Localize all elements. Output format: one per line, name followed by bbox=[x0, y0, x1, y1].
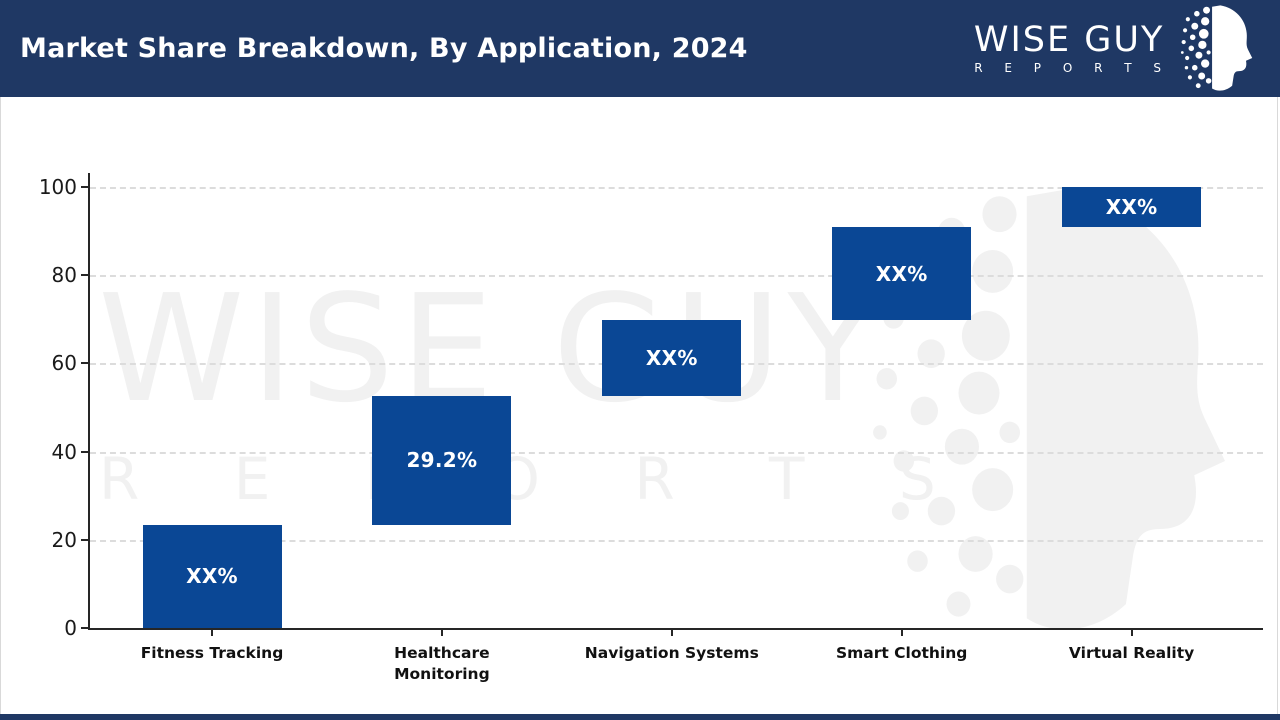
bar-segment: XX% bbox=[142, 524, 282, 628]
x-tick bbox=[440, 630, 443, 636]
x-axis-label: Navigation Systems bbox=[584, 644, 759, 662]
x-tick bbox=[1130, 630, 1133, 636]
bar-segment: XX% bbox=[1062, 187, 1202, 228]
bar-segment: 29.2% bbox=[372, 396, 512, 525]
watermark-line2: R E P O R T S bbox=[99, 445, 974, 513]
x-axis-label: Healthcare Monitoring bbox=[394, 644, 490, 683]
logo-face-icon bbox=[1180, 4, 1253, 91]
y-tick bbox=[81, 627, 88, 629]
bar-value-label: XX% bbox=[186, 564, 238, 589]
y-tick bbox=[81, 450, 88, 453]
gridline bbox=[90, 451, 1263, 454]
y-tick-label: 40 bbox=[51, 439, 77, 464]
header-banner: Market Share Breakdown, By Application, … bbox=[0, 0, 1280, 97]
x-tick bbox=[670, 630, 673, 636]
footer-bar bbox=[0, 714, 1280, 720]
y-tick bbox=[81, 186, 88, 188]
chart-canvas: WISE GUY R E P O R T S 0 20 40 60 80 100 XX% Fi… bbox=[0, 97, 1278, 714]
chart-title: Market Share Breakdown, By Application, … bbox=[20, 33, 748, 64]
axis-x-spine bbox=[88, 628, 1263, 630]
x-axis-label: Smart Clothing bbox=[835, 644, 968, 662]
y-tick-label: 60 bbox=[51, 351, 77, 376]
bar-segment: XX% bbox=[602, 320, 742, 397]
bar-value-label: XX% bbox=[1105, 195, 1158, 220]
y-tick-label: 80 bbox=[51, 263, 77, 288]
y-tick bbox=[81, 274, 88, 277]
bar-segment: XX% bbox=[832, 227, 972, 321]
x-axis-label: Fitness Tracking bbox=[140, 644, 284, 662]
bar-value-label: XX% bbox=[875, 261, 928, 286]
y-tick bbox=[81, 538, 88, 541]
logo-name: WISE GUY bbox=[973, 19, 1165, 60]
bar-value-label: 29.2% bbox=[406, 448, 478, 473]
axis-y-spine bbox=[88, 173, 90, 630]
y-tick-label: 0 bbox=[64, 616, 77, 640]
y-tick-label: 100 bbox=[38, 175, 77, 199]
bar-value-label: XX% bbox=[645, 346, 698, 371]
gridline bbox=[90, 275, 1263, 278]
gridline bbox=[90, 187, 1263, 189]
x-tick bbox=[211, 630, 213, 636]
x-axis-label: Virtual Reality bbox=[1068, 644, 1195, 662]
x-tick bbox=[900, 630, 903, 636]
y-tick bbox=[81, 362, 88, 365]
gridline bbox=[90, 539, 1263, 542]
y-tick-label: 20 bbox=[51, 527, 77, 552]
brand-logo: WISE GUY R E P O R T S bbox=[968, 4, 1280, 94]
logo-wordmark: WISE GUY R E P O R T S bbox=[968, 19, 1170, 75]
logo-subtitle: R E P O R T S bbox=[974, 60, 1170, 75]
